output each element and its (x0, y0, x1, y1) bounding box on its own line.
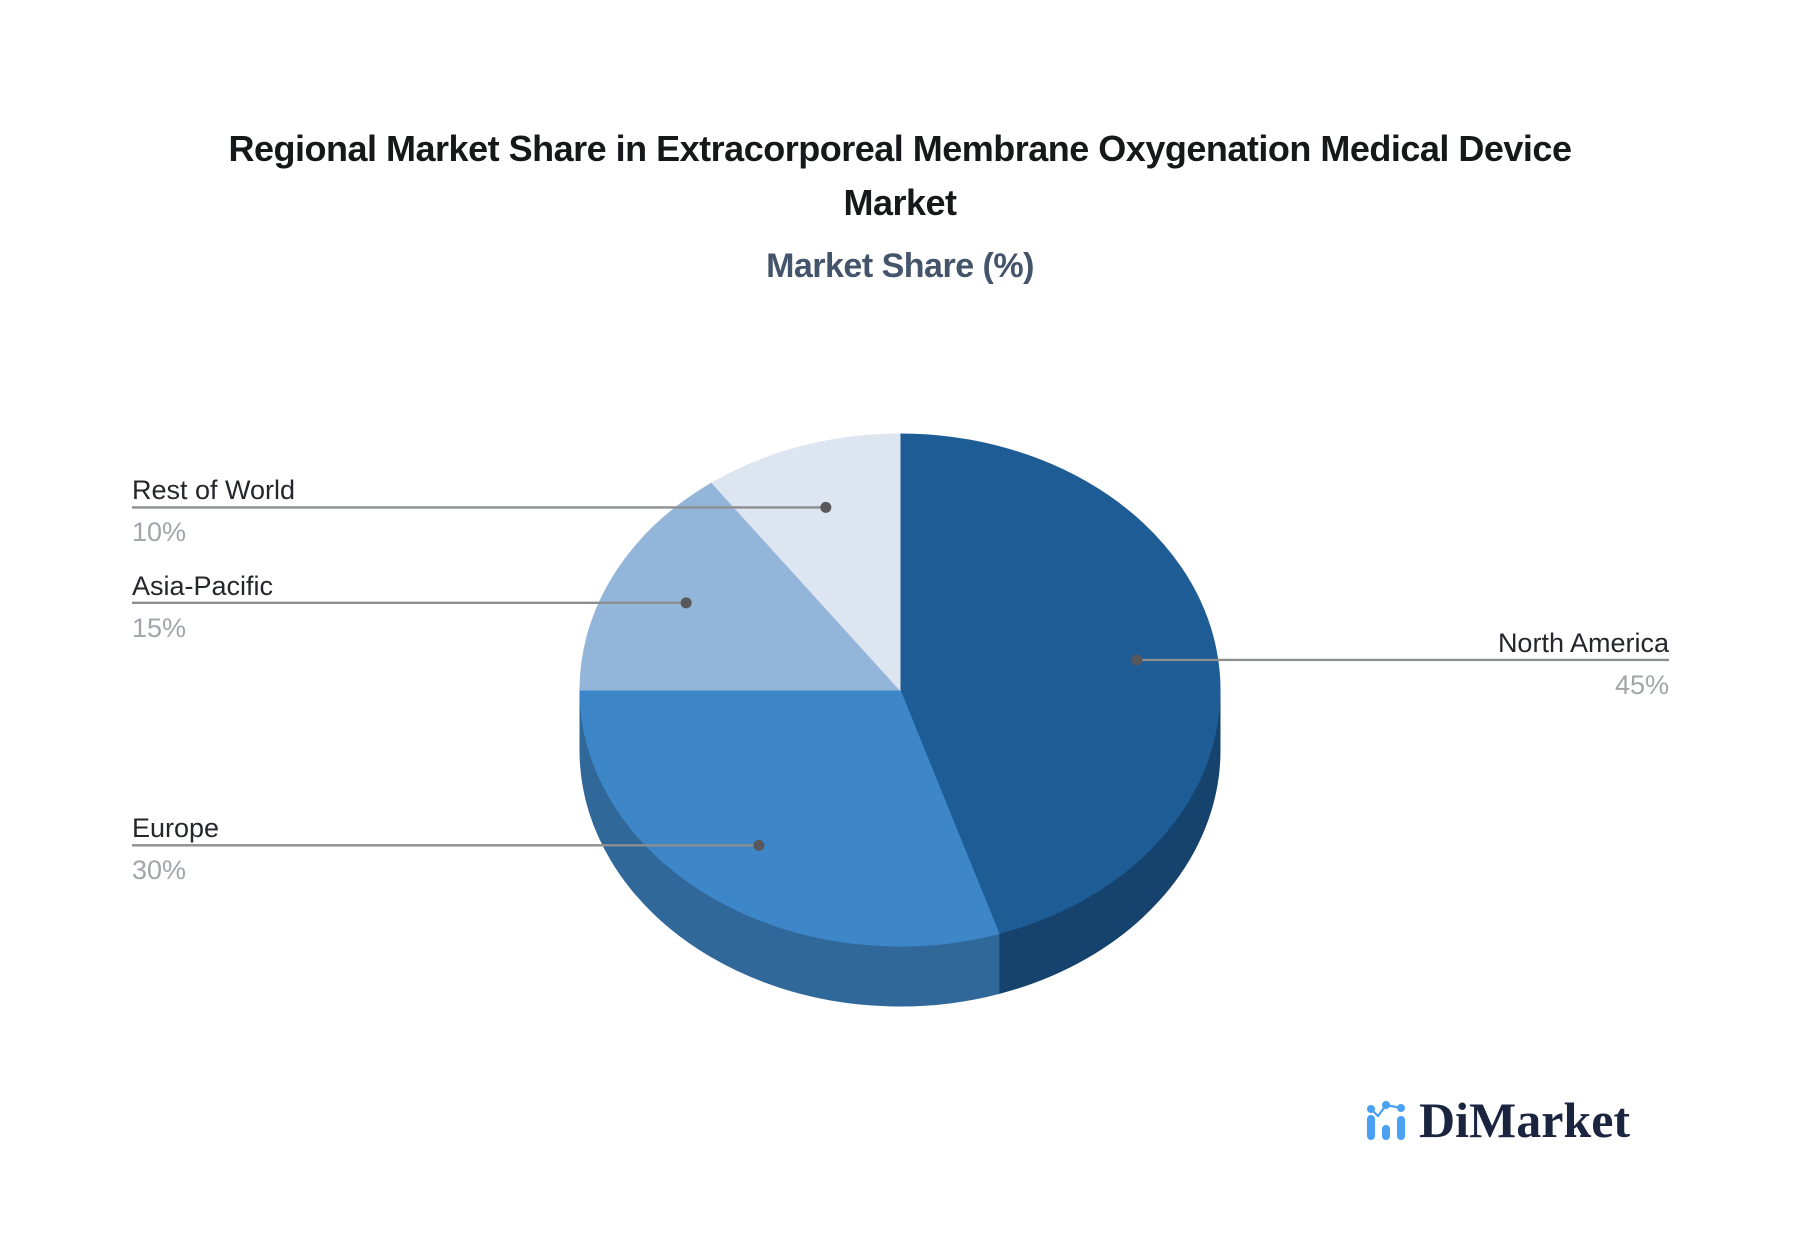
chart-title-line1: Regional Market Share in Extracorporeal … (228, 128, 1572, 169)
callout-label-asia-pacific: Asia-Pacific (132, 571, 274, 601)
callout-label-rest-of-world: Rest of World (132, 475, 296, 505)
pie-slice-rest-of-world[interactable] (711, 433, 901, 692)
callout-label-north-america: North America (1497, 628, 1669, 658)
chart-title-line2: Market (843, 182, 957, 223)
bar-3 (1397, 1116, 1405, 1140)
callout-dot-north-america (1131, 654, 1143, 666)
callout-value-north-america: 45% (1614, 670, 1669, 700)
callout-value-rest-of-world: 10% (132, 517, 187, 547)
pie-slice-north-america[interactable] (899, 433, 1221, 935)
trend-dot-1 (1367, 1105, 1375, 1113)
trend-dot-3 (1397, 1104, 1405, 1112)
trend-dot-2 (1382, 1101, 1390, 1109)
pie-slice-asia-pacific[interactable] (579, 482, 902, 691)
bar-line-chart-icon (1367, 1101, 1405, 1140)
bar-2 (1382, 1125, 1390, 1140)
brand-name: DiMarket (1419, 1092, 1631, 1148)
callout-value-asia-pacific: 15% (132, 613, 187, 643)
callout-dot-europe (753, 839, 765, 851)
callout-dot-rest-of-world (820, 501, 832, 513)
bar-1 (1367, 1115, 1375, 1140)
callout-label-europe: Europe (132, 813, 220, 843)
trend-line (1370, 1103, 1402, 1118)
callout-dot-asia-pacific (680, 597, 692, 609)
callout-value-europe: 30% (132, 855, 187, 885)
chart-title: Regional Market Share in Extracorporeal … (0, 122, 1800, 230)
pie-slice-europe[interactable] (579, 689, 1000, 947)
brand-logo: DiMarket (1363, 1092, 1631, 1148)
chart-subtitle: Market Share (%) (766, 247, 1034, 285)
